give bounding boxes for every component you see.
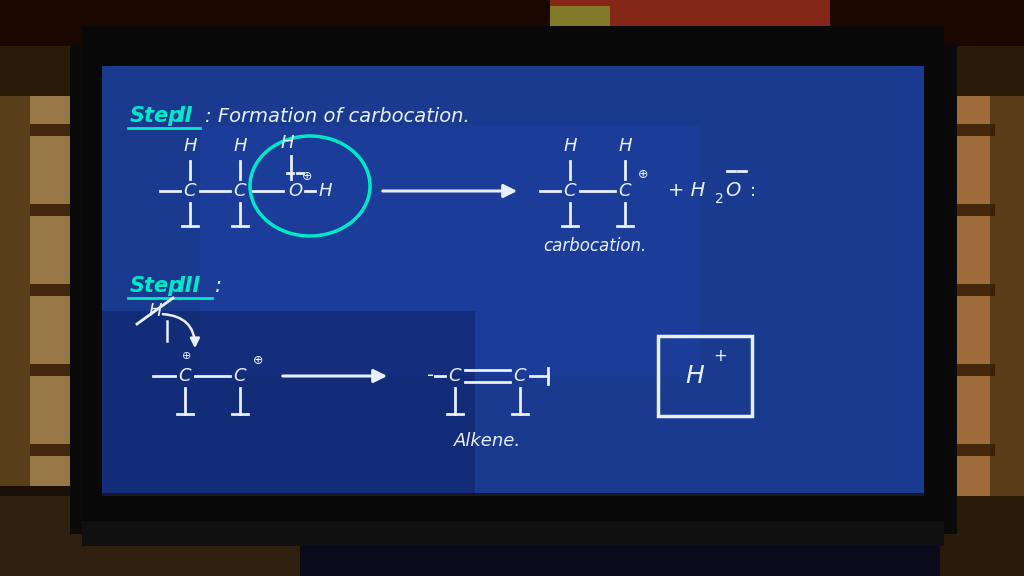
Bar bbox=[30, 444, 85, 456]
Text: H: H bbox=[563, 137, 577, 155]
FancyBboxPatch shape bbox=[82, 56, 944, 521]
Text: H: H bbox=[686, 364, 705, 388]
Bar bbox=[82, 26, 944, 66]
Bar bbox=[82, 26, 102, 521]
Text: II: II bbox=[178, 106, 194, 126]
Text: ⊕: ⊕ bbox=[253, 354, 263, 366]
Bar bbox=[990, 96, 1024, 496]
Text: + H: + H bbox=[668, 181, 706, 200]
Text: III: III bbox=[178, 276, 202, 296]
Text: carbocation.: carbocation. bbox=[544, 237, 646, 255]
Bar bbox=[0, 96, 85, 496]
Text: :: : bbox=[750, 182, 756, 200]
Text: H: H bbox=[618, 137, 632, 155]
Bar bbox=[0, 486, 500, 576]
Bar bbox=[95, 311, 475, 511]
Text: H: H bbox=[281, 134, 294, 152]
Bar bbox=[0, 496, 300, 576]
Bar bbox=[30, 204, 85, 216]
Text: : Formation of carbocation.: : Formation of carbocation. bbox=[205, 107, 470, 126]
Text: ⊕: ⊕ bbox=[182, 351, 191, 361]
Bar bbox=[550, 6, 610, 31]
Text: C: C bbox=[449, 367, 462, 385]
Text: C: C bbox=[514, 367, 526, 385]
Text: O: O bbox=[725, 181, 740, 200]
Text: H: H bbox=[233, 137, 247, 155]
Bar bbox=[550, 0, 830, 36]
Bar bbox=[95, 61, 931, 511]
Text: H: H bbox=[318, 182, 332, 200]
Bar bbox=[940, 96, 1024, 496]
Bar bbox=[430, 496, 510, 508]
Text: C: C bbox=[618, 182, 632, 200]
Text: C: C bbox=[183, 182, 197, 200]
Text: Alkene.: Alkene. bbox=[455, 432, 521, 450]
Text: C: C bbox=[563, 182, 577, 200]
Bar bbox=[940, 364, 995, 376]
Text: :: : bbox=[215, 276, 222, 296]
Bar bbox=[880, 496, 925, 508]
FancyArrowPatch shape bbox=[163, 314, 199, 346]
Text: -: - bbox=[427, 366, 433, 385]
Text: ⊕: ⊕ bbox=[302, 170, 312, 184]
Text: C: C bbox=[233, 182, 247, 200]
Bar bbox=[940, 124, 995, 136]
Bar bbox=[924, 26, 944, 521]
Bar bbox=[82, 516, 944, 546]
Bar bbox=[0, 96, 30, 496]
Bar bbox=[940, 284, 995, 296]
Bar bbox=[200, 126, 700, 376]
Text: H: H bbox=[148, 302, 162, 320]
Bar bbox=[0, 0, 1024, 46]
Bar bbox=[82, 496, 944, 521]
Bar bbox=[30, 284, 85, 296]
Bar bbox=[30, 364, 85, 376]
Text: H: H bbox=[183, 137, 197, 155]
Text: C: C bbox=[233, 367, 247, 385]
Bar bbox=[95, 493, 931, 511]
Text: +: + bbox=[713, 347, 727, 365]
Bar bbox=[940, 444, 995, 456]
Text: 2: 2 bbox=[715, 192, 724, 206]
Text: Step: Step bbox=[130, 106, 184, 126]
Bar bbox=[85, 506, 940, 576]
Text: Step: Step bbox=[130, 276, 184, 296]
Bar bbox=[30, 124, 85, 136]
Text: O: O bbox=[288, 182, 302, 200]
Bar bbox=[940, 204, 995, 216]
Text: ⊕: ⊕ bbox=[638, 169, 648, 181]
Text: C: C bbox=[178, 367, 191, 385]
